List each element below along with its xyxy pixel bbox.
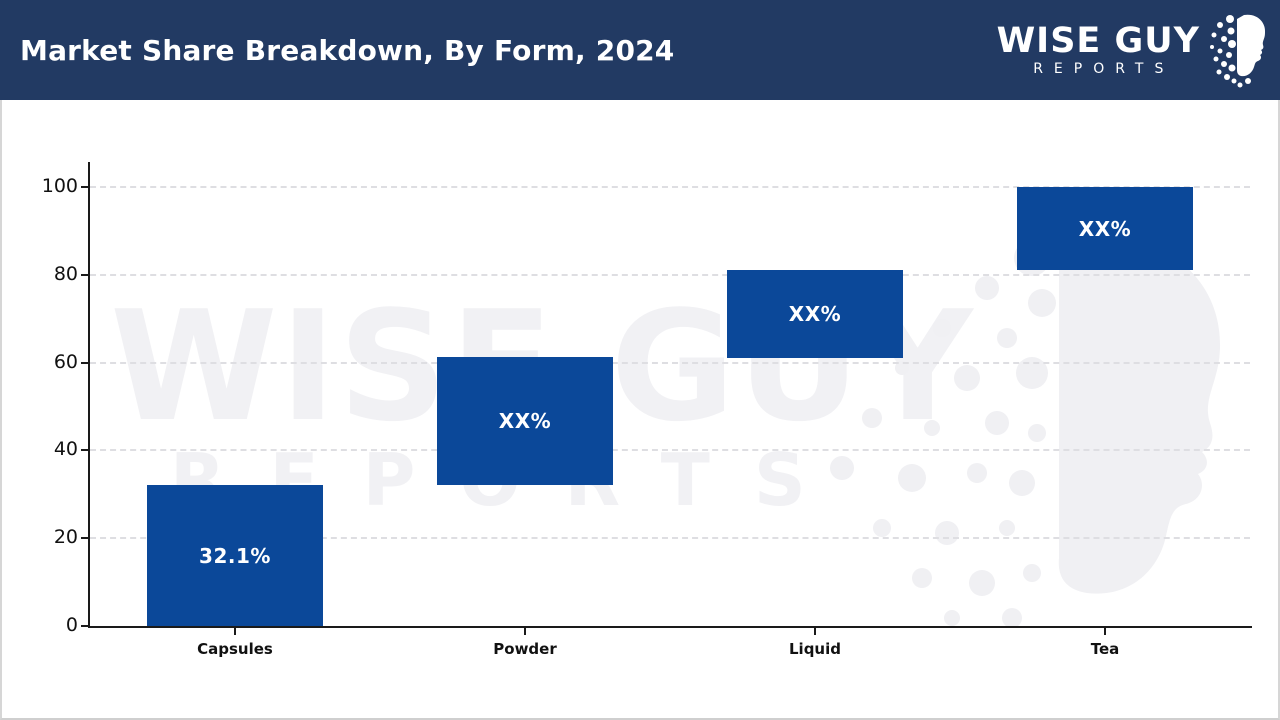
bar-capsules: 32.1% (147, 485, 323, 626)
bar-value-label: 32.1% (199, 543, 271, 568)
gridline-100 (90, 186, 1250, 188)
bar-liquid: XX% (727, 270, 903, 359)
wiseguy-logo: WISE GUY REPORTS (997, 10, 1280, 90)
x-tick-label-powder: Powder (493, 640, 557, 658)
bar-tea: XX% (1017, 187, 1193, 271)
y-tick-mark (81, 537, 89, 540)
x-tick-mark (524, 628, 526, 635)
x-tick-mark (234, 628, 236, 635)
bar-value-label: XX% (788, 302, 842, 327)
x-tick-label-liquid: Liquid (789, 640, 841, 658)
gridline-60 (90, 361, 1250, 364)
dotted-face-icon (1210, 14, 1266, 88)
y-tick-label-80: 80 (53, 262, 78, 285)
gridline-80 (90, 273, 1250, 276)
watermark-dotted-face (830, 236, 1221, 628)
y-tick-label-60: 60 (53, 350, 78, 373)
gridline-40 (90, 449, 1250, 452)
x-tick-mark (814, 628, 816, 635)
logo-reports-label: REPORTS (1033, 61, 1175, 77)
y-tick-mark (81, 625, 89, 627)
y-tick-label-40: 40 (53, 438, 78, 461)
wiseguy-logo-text: WISE GUY REPORTS (996, 21, 1200, 77)
gridline-20 (90, 537, 1250, 540)
bar-value-label: XX% (498, 408, 552, 433)
x-tick-label-tea: Tea (1090, 640, 1120, 658)
y-tick-mark (81, 449, 89, 452)
bar-value-label: XX% (1078, 216, 1132, 241)
y-tick-mark (81, 361, 89, 364)
x-axis-line (88, 626, 1252, 628)
y-tick-mark (81, 273, 89, 276)
y-tick-label-20: 20 (53, 526, 78, 549)
y-axis-line (88, 162, 90, 628)
y-tick-mark (81, 186, 89, 188)
x-tick-label-capsules: Capsules (197, 640, 273, 658)
bar-powder: XX% (437, 356, 613, 486)
page-title: Market Share Breakdown, By Form, 2024 (20, 33, 675, 67)
header-bar: Market Share Breakdown, By Form, 2024 WI… (0, 0, 1280, 100)
y-tick-label-100: 100 (41, 174, 78, 197)
x-tick-mark (1104, 628, 1106, 635)
logo-wiseguy-label: WISE GUY (996, 21, 1200, 61)
y-tick-label-0: 0 (65, 613, 78, 636)
